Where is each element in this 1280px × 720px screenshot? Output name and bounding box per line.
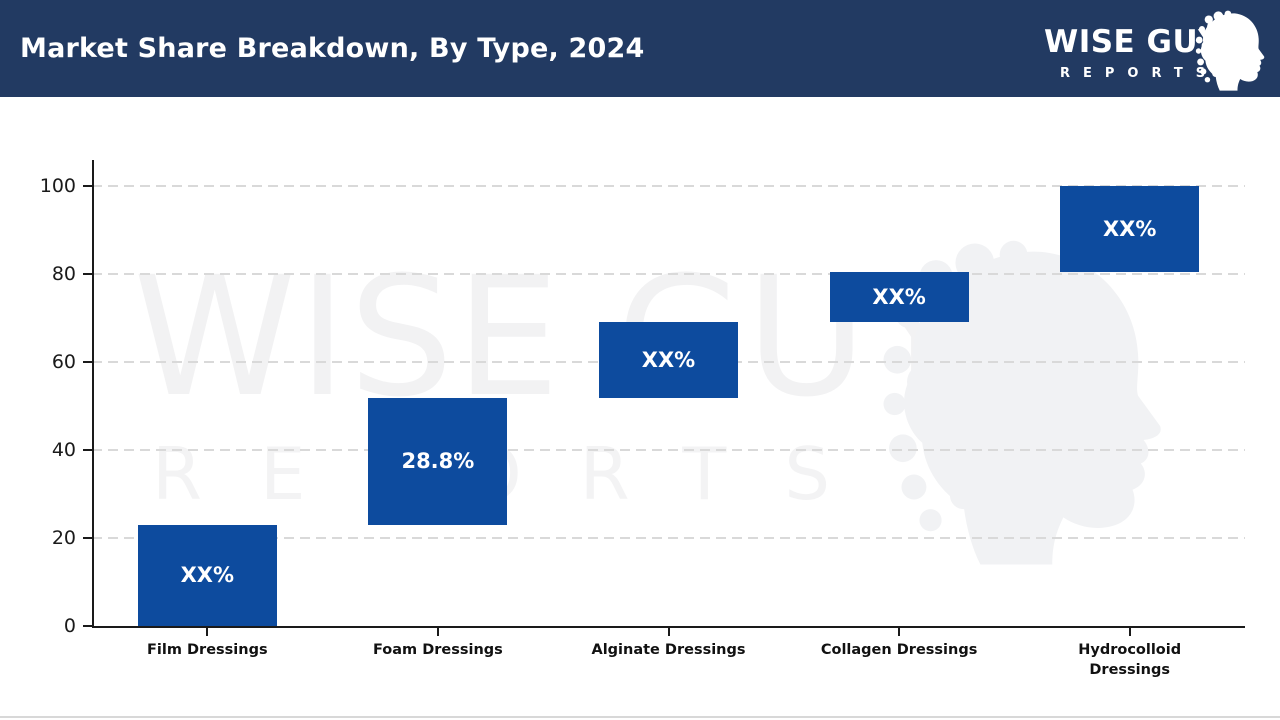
bar-value-label: XX% xyxy=(180,563,235,588)
bar-film-dressings: XX% xyxy=(137,524,277,626)
y-tick-label: 60 xyxy=(51,351,76,373)
bar-value-label: 28.8% xyxy=(401,449,475,474)
bottom-border xyxy=(0,716,1280,718)
y-tick-mark xyxy=(83,537,92,539)
x-axis-spine xyxy=(92,626,1245,628)
x-axis-label-collagen-dressings: Collagen Dressings xyxy=(820,642,978,658)
bar-foam-dressings: 28.8% xyxy=(368,398,508,525)
wiseguy-head-icon xyxy=(1195,10,1265,91)
gridline xyxy=(92,273,1245,275)
bar-hydrocolloid-dressings: XX% xyxy=(1060,186,1200,272)
bar-alginate-dressings: XX% xyxy=(599,322,738,399)
logo-reports-text: REPORTS xyxy=(1060,66,1219,81)
gridline xyxy=(92,185,1245,187)
x-axis-label-hydrocolloid-dressings: Hydrocolloid Dressings xyxy=(1078,642,1182,679)
x-tick-mark xyxy=(898,628,901,636)
x-axis-label-alginate-dressings: Alginate Dressings xyxy=(591,642,746,658)
bar-value-label: XX% xyxy=(1102,216,1157,241)
y-tick-mark xyxy=(83,185,92,187)
x-tick-mark xyxy=(1128,628,1131,636)
x-tick-mark xyxy=(667,628,670,636)
y-axis-spine xyxy=(92,160,94,628)
y-tick-label: 100 xyxy=(39,175,76,197)
y-tick-label: 80 xyxy=(51,263,76,285)
x-tick-mark xyxy=(436,628,439,636)
x-axis-label-foam-dressings: Foam Dressings xyxy=(372,642,503,658)
y-tick-label: 0 xyxy=(63,615,76,637)
header: Market Share Breakdown, By Type, 2024 WI… xyxy=(0,0,1280,97)
y-tick-label: 20 xyxy=(51,527,76,549)
x-axis-label-film-dressings: Film Dressings xyxy=(147,642,268,658)
page-title: Market Share Breakdown, By Type, 2024 xyxy=(20,33,645,64)
logo-wordmark: WISE GUY xyxy=(1044,24,1222,60)
y-tick-label: 40 xyxy=(51,439,76,461)
y-tick-mark xyxy=(83,625,92,627)
gridline xyxy=(92,537,1245,539)
wiseguy-logo: WISE GUY REPORTS xyxy=(1010,8,1274,94)
y-tick-mark xyxy=(83,449,92,451)
bar-value-label: XX% xyxy=(641,348,696,373)
bar-collagen-dressings: XX% xyxy=(829,271,969,323)
y-tick-mark xyxy=(83,273,92,275)
x-tick-mark xyxy=(206,628,209,636)
gridline xyxy=(92,449,1245,451)
y-tick-mark xyxy=(83,361,92,363)
bar-value-label: XX% xyxy=(872,285,926,310)
